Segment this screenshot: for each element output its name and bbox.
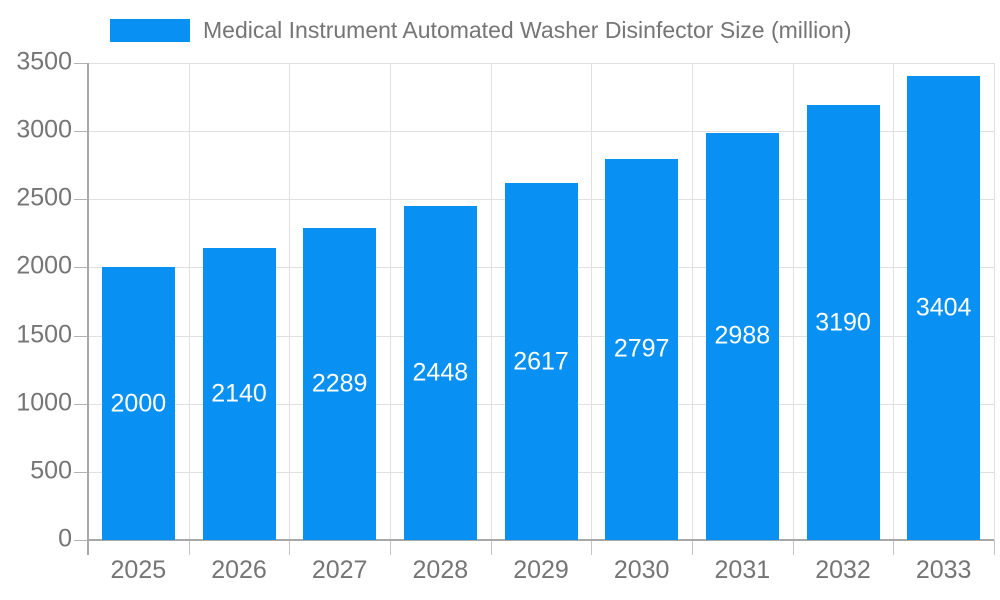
- bar: 2988: [705, 132, 779, 540]
- bar-value-label: 3404: [915, 293, 972, 322]
- y-tick-label: 2500: [16, 183, 72, 212]
- bar-value-label: 2140: [211, 379, 267, 408]
- gridline-vertical: [289, 63, 291, 540]
- bar: 2797: [605, 158, 679, 540]
- bar: 2448: [403, 206, 477, 540]
- bar: 3190: [806, 105, 880, 540]
- bar: 2140: [202, 248, 276, 540]
- y-tick-label: 1500: [16, 319, 72, 348]
- bar-value-label: 2000: [110, 389, 167, 418]
- bar-value-label: 3190: [815, 308, 871, 337]
- y-tick-label: 0: [58, 524, 72, 553]
- x-tick-label: 2031: [714, 556, 771, 584]
- x-axis-tick: [893, 540, 895, 555]
- y-axis-tick: [74, 403, 88, 405]
- x-tick-label: 2029: [513, 556, 569, 584]
- x-axis-tick: [994, 540, 995, 555]
- x-tick-label: 2026: [211, 556, 267, 584]
- bar-value-label: 2289: [311, 369, 368, 398]
- y-axis-tick: [74, 471, 88, 473]
- y-axis-line: [87, 63, 89, 555]
- x-axis-tick: [390, 540, 391, 555]
- bar-value-label: 2448: [412, 358, 469, 387]
- gridline-horizontal: [88, 63, 994, 64]
- x-axis-line: [88, 539, 994, 541]
- gridline-vertical: [893, 63, 895, 540]
- gridline-vertical: [692, 63, 693, 540]
- bar-value-label: 2617: [513, 347, 569, 376]
- y-tick-label: 3000: [16, 115, 72, 144]
- x-axis-tick: [490, 540, 492, 555]
- bar: 2289: [303, 228, 377, 540]
- legend-swatch: [110, 18, 190, 42]
- y-axis-tick: [74, 131, 88, 133]
- bar-value-label: 2988: [714, 321, 771, 350]
- gridline-vertical: [792, 63, 794, 540]
- bar: 2000: [101, 267, 175, 540]
- y-axis-tick: [74, 199, 88, 201]
- gridline-vertical: [490, 63, 492, 540]
- gridline-vertical: [591, 63, 593, 540]
- y-axis-tick: [74, 63, 88, 64]
- x-axis-tick: [591, 540, 593, 555]
- bar: 2617: [504, 183, 578, 540]
- x-tick-label: 2027: [311, 556, 368, 584]
- x-axis-tick: [692, 540, 693, 555]
- y-axis-tick: [74, 335, 88, 337]
- y-tick-label: 3500: [16, 47, 72, 76]
- x-tick-label: 2028: [412, 556, 469, 584]
- gridline-vertical: [390, 63, 391, 540]
- y-axis-tick: [74, 267, 88, 269]
- bar: 3404: [907, 76, 981, 540]
- chart-title: Medical Instrument Automated Washer Disi…: [203, 16, 852, 43]
- y-tick-label: 2000: [16, 251, 72, 280]
- x-tick-label: 2030: [613, 556, 670, 584]
- y-tick-label: 1000: [16, 388, 72, 417]
- x-tick-label: 2025: [110, 556, 167, 584]
- gridline-vertical: [994, 63, 995, 540]
- x-axis-tick: [792, 540, 794, 555]
- legend: Medical Instrument Automated Washer Disi…: [110, 17, 852, 43]
- x-tick-label: 2033: [915, 556, 972, 584]
- x-tick-label: 2032: [815, 556, 871, 584]
- y-axis-tick: [74, 540, 88, 541]
- y-tick-label: 500: [30, 456, 72, 485]
- bar-value-label: 2797: [613, 334, 670, 363]
- x-axis-tick: [188, 540, 190, 555]
- x-axis-tick: [289, 540, 291, 555]
- gridline-horizontal: [88, 131, 994, 133]
- gridline-vertical: [188, 63, 190, 540]
